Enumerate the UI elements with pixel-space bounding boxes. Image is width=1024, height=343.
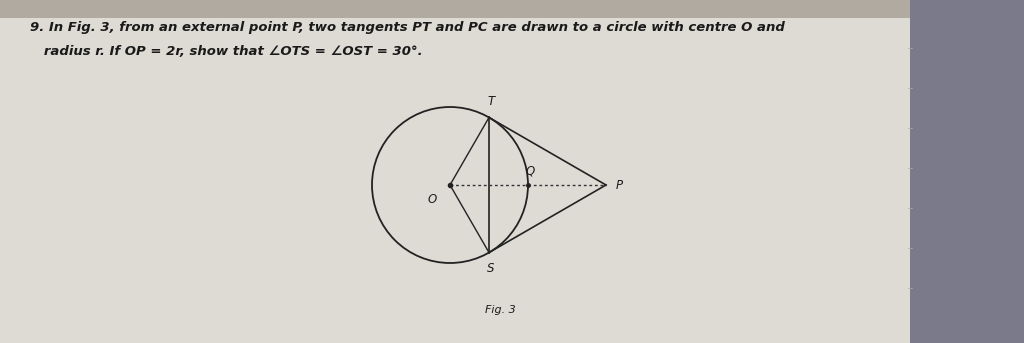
Text: O: O [428,193,437,206]
Text: P: P [616,178,624,191]
Bar [910,0,1024,343]
Text: S: S [487,262,495,274]
Text: Fig. 3: Fig. 3 [484,305,515,315]
Text: T: T [487,95,495,108]
Bar [0,0,910,343]
Text: Q: Q [525,165,535,178]
Bar [0,0,910,18]
Text: 9. In Fig. 3, from an external point P, two tangents PT and PC are drawn to a ci: 9. In Fig. 3, from an external point P, … [30,21,784,34]
Text: radius r. If OP = 2r, show that ∠OTS = ∠OST = 30°.: radius r. If OP = 2r, show that ∠OTS = ∠… [30,45,423,58]
